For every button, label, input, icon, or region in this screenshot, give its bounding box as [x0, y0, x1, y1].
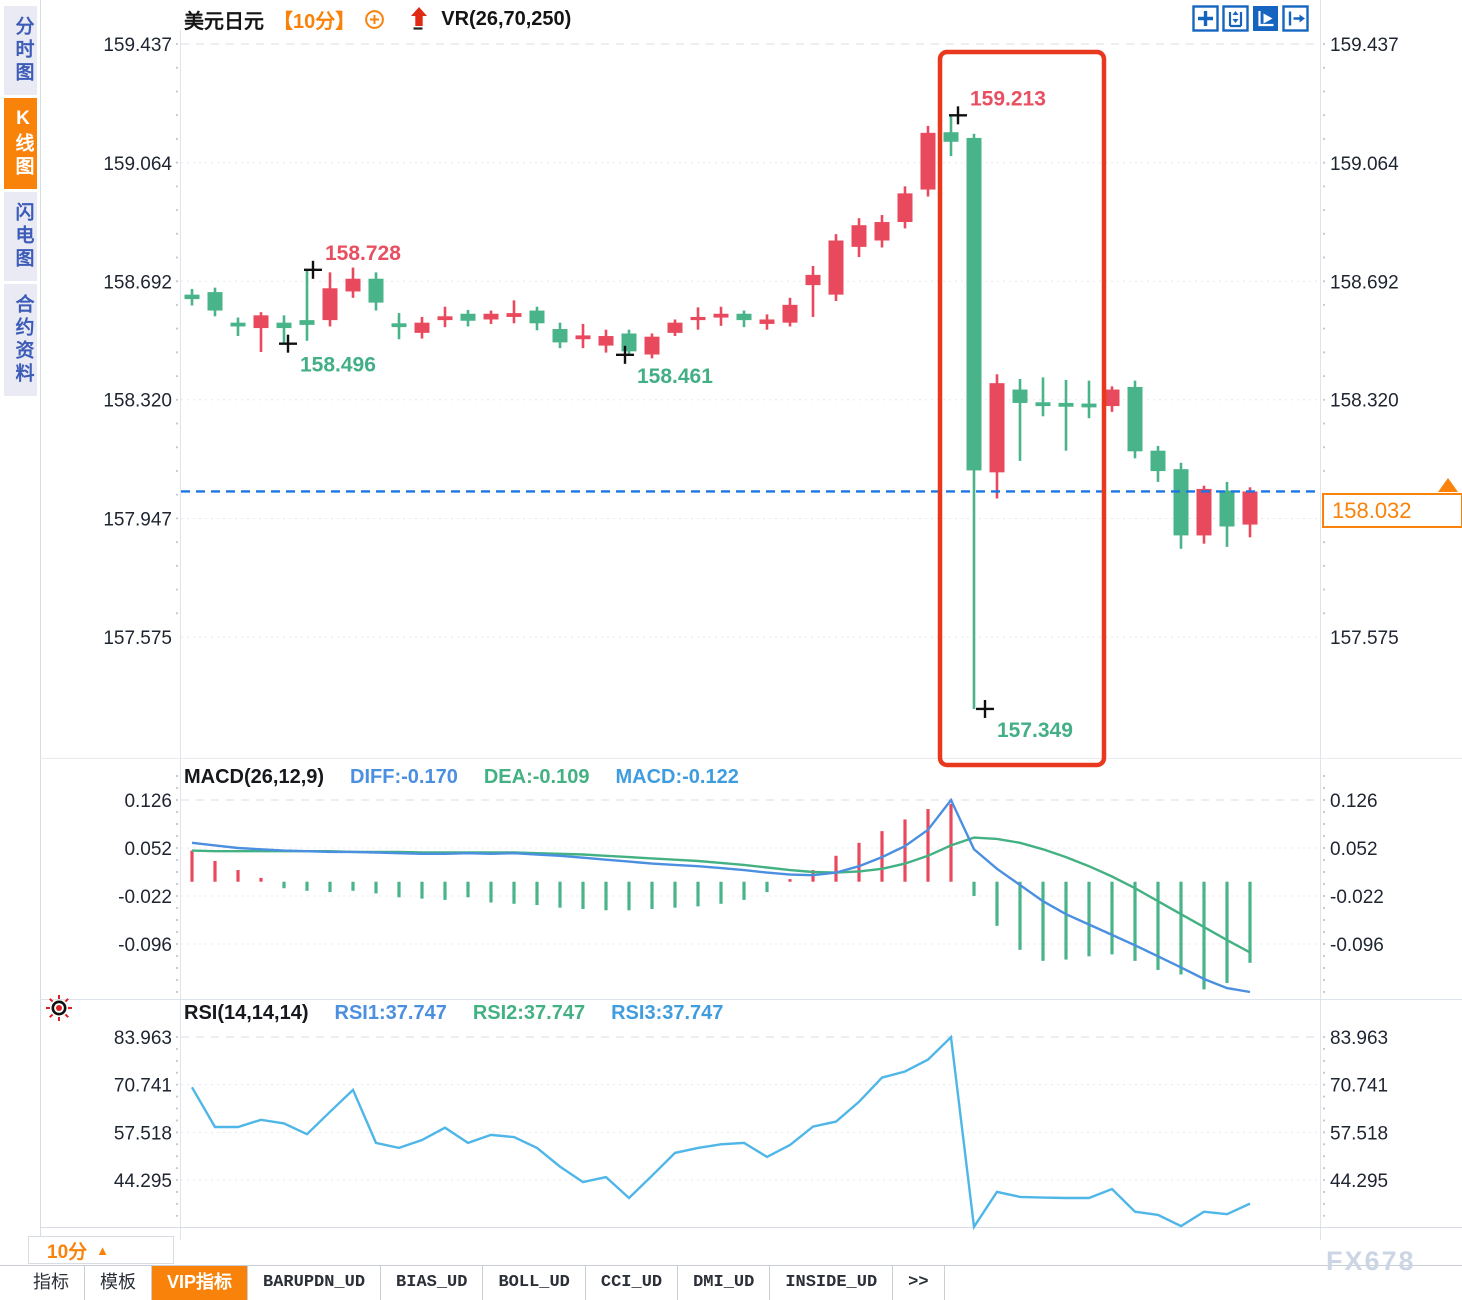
svg-text:0.052: 0.052 — [124, 839, 172, 860]
candlestick-series[interactable] — [184, 115, 1258, 709]
svg-text:44.295: 44.295 — [1330, 1171, 1388, 1192]
tab-boll-ud[interactable]: BOLL_UD — [483, 1266, 586, 1300]
svg-text:159.437: 159.437 — [103, 35, 172, 56]
svg-text:158.496: 158.496 — [300, 354, 376, 377]
fx678-watermark: FX678 — [1326, 1246, 1416, 1276]
symbol-title: 美元日元 — [184, 10, 264, 33]
vr-indicator-label[interactable]: VR(26,70,250) — [441, 7, 572, 30]
svg-text:159.064: 159.064 — [103, 154, 172, 175]
svg-text:159.064: 159.064 — [1330, 154, 1399, 175]
tab-dmi-ud[interactable]: DMI_UD — [678, 1266, 771, 1300]
svg-text:70.741: 70.741 — [114, 1076, 172, 1097]
tab-templates[interactable]: 模板 — [85, 1266, 152, 1300]
svg-text:159.213: 159.213 — [970, 87, 1046, 110]
rsi2-value: RSI2:37.747 — [472, 1002, 586, 1024]
macd-diff-value: DIFF:-0.170 — [350, 766, 458, 788]
crosshair-icon[interactable] — [1192, 5, 1219, 32]
tab-inside-ud[interactable]: INSIDE_UD — [770, 1266, 894, 1300]
svg-text:-0.022: -0.022 — [1330, 887, 1384, 908]
timeframe-label[interactable]: 【10分】 — [273, 10, 356, 33]
svg-text:157.575: 157.575 — [103, 628, 172, 649]
sidebar-tab-flash-chart[interactable]: 闪电图 — [3, 192, 37, 281]
tab-vip-indicators[interactable]: VIP指标 — [152, 1266, 249, 1300]
axis-play-icon[interactable] — [1252, 5, 1279, 32]
rsi3-value: RSI3:37.747 — [611, 1002, 724, 1024]
footer-timeframe-label: 10分 — [47, 1241, 88, 1263]
svg-text:0.052: 0.052 — [1330, 839, 1378, 860]
exit-axis-icon[interactable] — [1282, 5, 1309, 32]
rsi-header: RSI(14,14,14) RSI1:37.747 RSI2:37.747 RS… — [184, 1002, 723, 1025]
svg-text:70.741: 70.741 — [1330, 1076, 1388, 1097]
tab-more[interactable]: >> — [893, 1266, 945, 1300]
macd-dea-value: DEA:-0.109 — [483, 766, 590, 788]
highlight-box — [937, 49, 1107, 768]
rsi1-value: RSI1:37.747 — [334, 1002, 447, 1024]
svg-text:44.295: 44.295 — [114, 1171, 172, 1192]
axis-range-icon[interactable] — [1222, 5, 1249, 32]
svg-text:158.692: 158.692 — [1330, 272, 1399, 293]
indicator-tab-bar: 指标 模板 VIP指标 BARUPDN_UD BIAS_UD BOLL_UD C… — [0, 1265, 1462, 1300]
svg-text:57.518: 57.518 — [114, 1123, 172, 1144]
tab-indicators[interactable]: 指标 — [18, 1266, 85, 1300]
svg-text:57.518: 57.518 — [1330, 1123, 1388, 1144]
svg-text:157.349: 157.349 — [997, 719, 1073, 742]
chart-header: 美元日元 【10分】 VR(26,70,250) — [184, 5, 571, 33]
triangle-up-icon: ▲ — [96, 1242, 110, 1258]
svg-text:158.320: 158.320 — [103, 391, 172, 412]
red-up-arrow-icon — [411, 7, 428, 30]
svg-text:-0.096: -0.096 — [1330, 935, 1384, 956]
sun-alert-icon[interactable] — [43, 992, 75, 1024]
svg-text:157.947: 157.947 — [103, 510, 172, 531]
svg-text:-0.096: -0.096 — [118, 935, 172, 956]
svg-text:159.437: 159.437 — [1330, 35, 1399, 56]
price-annotations: 158.728 158.496 158.461 159.213 157.349 — [279, 85, 1075, 744]
tab-cci-ud[interactable]: CCI_UD — [586, 1266, 679, 1300]
grid-and-axes: 159.437 159.437 159.064 159.064 158.692 158.6… — [103, 35, 1399, 1217]
macd-histogram — [190, 803, 1252, 990]
macd-macd-value: MACD:-0.122 — [615, 766, 739, 788]
svg-text:158.320: 158.320 — [1330, 391, 1399, 412]
tab-barupdn-ud[interactable]: BARUPDN_UD — [248, 1266, 382, 1300]
macd-header: MACD(26,12,9) DIFF:-0.170 DEA:-0.109 MAC… — [184, 766, 739, 789]
sidebar-tab-contract-info[interactable]: 合约资料 — [3, 284, 37, 396]
price-up-arrow-icon — [1438, 478, 1458, 493]
svg-text:158.692: 158.692 — [103, 272, 172, 293]
chart-toolbar — [1192, 5, 1309, 32]
svg-text:0.126: 0.126 — [1330, 791, 1378, 812]
svg-text:157.575: 157.575 — [1330, 628, 1399, 649]
svg-text:83.963: 83.963 — [1330, 1028, 1388, 1049]
svg-text:-0.022: -0.022 — [118, 887, 172, 908]
footer-timeframe-box[interactable]: 10分 ▲ — [28, 1236, 174, 1264]
macd-title: MACD(26,12,9) — [184, 766, 325, 788]
svg-text:158.728: 158.728 — [325, 242, 401, 265]
svg-text:158.461: 158.461 — [637, 365, 713, 388]
plus-circle-icon[interactable] — [364, 9, 385, 30]
svg-text:0.126: 0.126 — [124, 791, 172, 812]
left-sidebar: 分时图 K线图 闪电图 合约资料 — [0, 6, 40, 396]
macd-diff-line — [191, 797, 1251, 994]
sidebar-tab-time-chart[interactable]: 分时图 — [3, 6, 37, 95]
rsi-title: RSI(14,14,14) — [184, 1002, 309, 1024]
tab-bias-ud[interactable]: BIAS_UD — [381, 1266, 484, 1300]
svg-text:83.963: 83.963 — [114, 1028, 172, 1049]
rsi-line — [190, 1034, 1251, 1231]
current-price-tag: 158.032 — [1322, 493, 1462, 529]
sidebar-tab-kline-chart[interactable]: K线图 — [3, 98, 37, 189]
